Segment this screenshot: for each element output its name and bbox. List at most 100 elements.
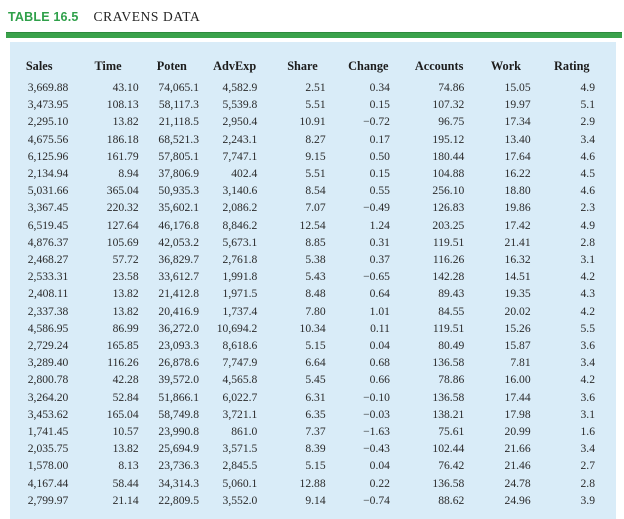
cell-share: 10.34: [299, 321, 326, 335]
cell-rating: 3.1: [580, 253, 596, 267]
cell-time: 13.82: [112, 442, 139, 456]
cell-accounts: 256.10: [432, 184, 465, 198]
table-row: 4,876.37 105.69 42,053.2 5,673.1 8.85 0.31 119…: [10, 234, 616, 251]
cell-time: 186.18: [106, 132, 139, 146]
column-header-change: Change: [348, 59, 389, 73]
cell-sales: 2,337.38: [27, 304, 69, 318]
cell-poten: 36,272.0: [158, 321, 199, 335]
cell-time: 10.57: [112, 425, 139, 439]
cell-sales: 4,167.44: [27, 476, 69, 490]
cell-work: 14.51: [504, 270, 531, 284]
column-header-poten: Poten: [156, 59, 187, 73]
cell-share: 8.54: [305, 184, 326, 198]
cell-work: 16.22: [504, 167, 531, 181]
cell-time: 23.58: [112, 270, 139, 284]
table-row: 4,586.95 86.99 36,272.0 10,694.2 10.34 0.11 11…: [10, 320, 616, 337]
cell-change: 0.04: [369, 459, 390, 473]
cell-advexp: 3,571.5: [222, 442, 258, 456]
table-row: 2,408.11 13.82 21,412.8 1,971.5 8.48 0.64 89.4…: [10, 285, 616, 302]
cell-time: 127.64: [106, 218, 139, 232]
cell-accounts: 136.58: [432, 356, 465, 370]
cell-work: 16.32: [504, 253, 531, 267]
cell-sales: 3,264.20: [27, 390, 69, 404]
cell-poten: 23,990.8: [158, 425, 199, 439]
cell-poten: 39,572.0: [158, 373, 199, 387]
cell-rating: 4.9: [580, 81, 596, 94]
cell-advexp: 8,846.2: [222, 218, 258, 232]
cell-share: 8.27: [305, 132, 326, 146]
column-header-advexp: AdvExp: [213, 59, 257, 73]
cell-accounts: 88.62: [438, 493, 465, 507]
cell-work: 21.66: [504, 442, 531, 456]
cell-rating: 4.2: [580, 270, 596, 284]
cell-time: 161.79: [106, 149, 139, 163]
cell-poten: 36,829.7: [158, 253, 199, 267]
cell-work: 24.78: [504, 476, 531, 490]
cell-rating: 3.4: [580, 442, 596, 456]
data-table-panel: Sales Time Poten AdvExp Share Change Accounts W…: [10, 42, 616, 519]
cell-rating: 2.3: [580, 201, 596, 215]
cell-rating: 2.7: [580, 459, 596, 473]
cell-sales: 4,675.56: [27, 132, 69, 146]
cell-accounts: 80.49: [438, 339, 465, 353]
cell-change: 0.66: [369, 373, 390, 387]
cell-accounts: 78.86: [438, 373, 465, 387]
table-row: 2,533.31 23.58 33,612.7 1,991.8 5.43 −0.65 142…: [10, 268, 616, 285]
cell-change: 0.37: [369, 253, 390, 267]
cell-poten: 50,935.3: [158, 184, 199, 198]
cell-accounts: 119.51: [432, 321, 465, 335]
cell-sales: 1,578.00: [27, 459, 69, 473]
cell-accounts: 138.21: [432, 407, 465, 421]
cell-advexp: 7,747.9: [222, 356, 258, 370]
cell-time: 13.82: [112, 304, 139, 318]
cell-work: 17.98: [504, 407, 531, 421]
cell-poten: 46,176.8: [158, 218, 199, 232]
cell-accounts: 126.83: [432, 201, 465, 215]
cell-share: 8.48: [305, 287, 326, 301]
cell-share: 5.51: [305, 167, 326, 181]
cell-time: 58.44: [112, 476, 139, 490]
table-number-label: TABLE 16.5: [8, 10, 79, 24]
table-row: 4,675.56 186.18 68,521.3 2,243.1 8.27 0.17 195…: [10, 131, 616, 148]
cell-accounts: 107.32: [432, 98, 465, 112]
accent-divider-bar: [6, 32, 622, 38]
column-header-share: Share: [287, 59, 318, 73]
cell-poten: 58,749.8: [158, 407, 199, 421]
cell-advexp: 402.4: [231, 167, 258, 181]
cell-work: 19.86: [504, 201, 531, 215]
cell-work: 24.96: [504, 493, 531, 507]
cell-change: 0.34: [369, 81, 390, 94]
cell-change: 0.64: [369, 287, 390, 301]
cell-advexp: 3,552.0: [222, 493, 258, 507]
cell-change: −0.43: [363, 442, 390, 456]
cell-share: 6.31: [305, 390, 326, 404]
cell-change: 0.50: [369, 149, 390, 163]
cell-poten: 33,612.7: [158, 270, 199, 284]
cell-time: 165.85: [106, 339, 139, 353]
table-row: 2,799.97 21.14 22,809.5 3,552.0 9.14 −0.74 88.…: [10, 492, 616, 509]
cell-poten: 42,053.2: [158, 235, 199, 249]
cell-work: 15.26: [504, 321, 531, 335]
cell-work: 19.35: [504, 287, 531, 301]
table-row: 3,289.40 116.26 26,878.6 7,747.9 6.64 0.68 136…: [10, 354, 616, 371]
cell-accounts: 76.42: [438, 459, 465, 473]
cell-accounts: 84.55: [438, 304, 465, 318]
cell-work: 21.41: [504, 235, 531, 249]
cell-poten: 23,736.3: [158, 459, 199, 473]
cell-work: 17.42: [504, 218, 531, 232]
cell-change: −0.65: [363, 270, 390, 284]
cell-work: 19.97: [504, 98, 531, 112]
table-row: 4,167.44 58.44 34,314.3 5,060.1 12.88 0.22 136…: [10, 475, 616, 492]
column-header-time: Time: [94, 59, 122, 73]
cell-accounts: 102.44: [432, 442, 465, 456]
cell-change: 0.22: [369, 476, 390, 490]
cell-sales: 2,533.31: [27, 270, 69, 284]
cell-advexp: 5,673.1: [222, 235, 258, 249]
cell-time: 13.82: [112, 287, 139, 301]
cell-advexp: 1,971.5: [222, 287, 258, 301]
cell-work: 20.99: [504, 425, 531, 439]
cell-work: 15.05: [504, 81, 531, 94]
cell-share: 5.51: [305, 98, 326, 112]
cell-advexp: 3,721.1: [222, 407, 258, 421]
table-row: 3,473.95 108.13 58,117.3 5,539.8 5.51 0.15 107…: [10, 96, 616, 113]
